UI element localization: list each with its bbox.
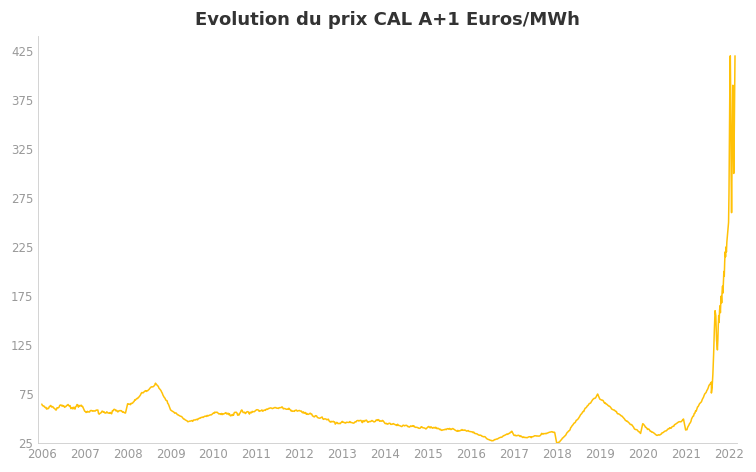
Title: Evolution du prix CAL A+1 Euros/MWh: Evolution du prix CAL A+1 Euros/MWh bbox=[195, 11, 580, 29]
